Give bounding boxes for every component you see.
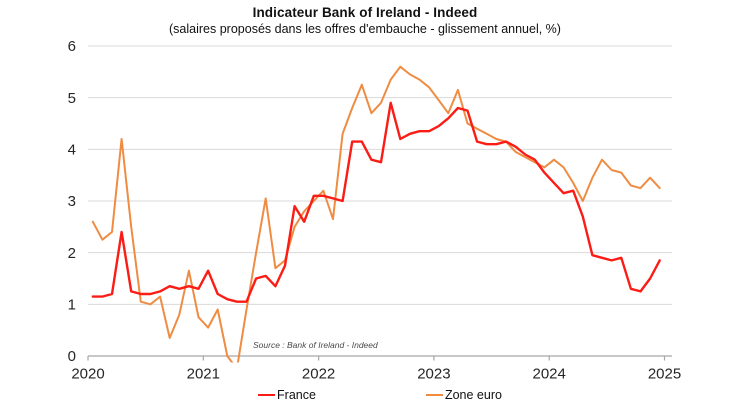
axis-group xyxy=(87,355,672,361)
legend: France Zone euro xyxy=(0,388,730,402)
x-tick-label: 2025 xyxy=(648,366,681,383)
axis-labels-group: 2020 2021 2022 2023 2024 2025 0 1 2 3 4 5 6 xyxy=(68,38,682,382)
legend-item-france: France xyxy=(258,388,316,402)
y-tick-label: 6 xyxy=(68,38,76,55)
chart-subtitle: (salaires proposés dans les offres d'emb… xyxy=(169,22,561,36)
y-tick-label: 2 xyxy=(68,245,76,262)
chart-title: Indicateur Bank of Ireland - Indeed xyxy=(252,5,478,20)
x-tick-label: 2024 xyxy=(533,366,566,383)
y-tick-label: 1 xyxy=(68,297,76,314)
y-tick-label: 4 xyxy=(68,142,76,159)
legend-label-zone-euro: Zone euro xyxy=(444,388,502,402)
y-tick-label: 0 xyxy=(68,348,76,365)
x-tick-label: 2022 xyxy=(302,366,335,383)
x-tick-label: 2021 xyxy=(187,366,220,383)
x-tick-label: 2020 xyxy=(71,366,104,383)
series-line-france xyxy=(91,101,661,303)
y-tick-label: 3 xyxy=(68,193,76,210)
series-line-zone-euro xyxy=(91,65,661,363)
y-tick-label: 5 xyxy=(68,90,76,107)
zone-euro-line-swatch xyxy=(425,393,443,397)
x-tick-label: 2023 xyxy=(417,366,450,383)
legend-item-zone-euro: Zone euro xyxy=(425,388,502,402)
gridlines-group xyxy=(88,45,672,305)
france-line-swatch xyxy=(258,393,276,397)
legend-label-france: France xyxy=(277,388,316,402)
source-note: Source : Bank of Ireland - Indeed xyxy=(253,340,378,350)
series-group xyxy=(91,65,661,363)
